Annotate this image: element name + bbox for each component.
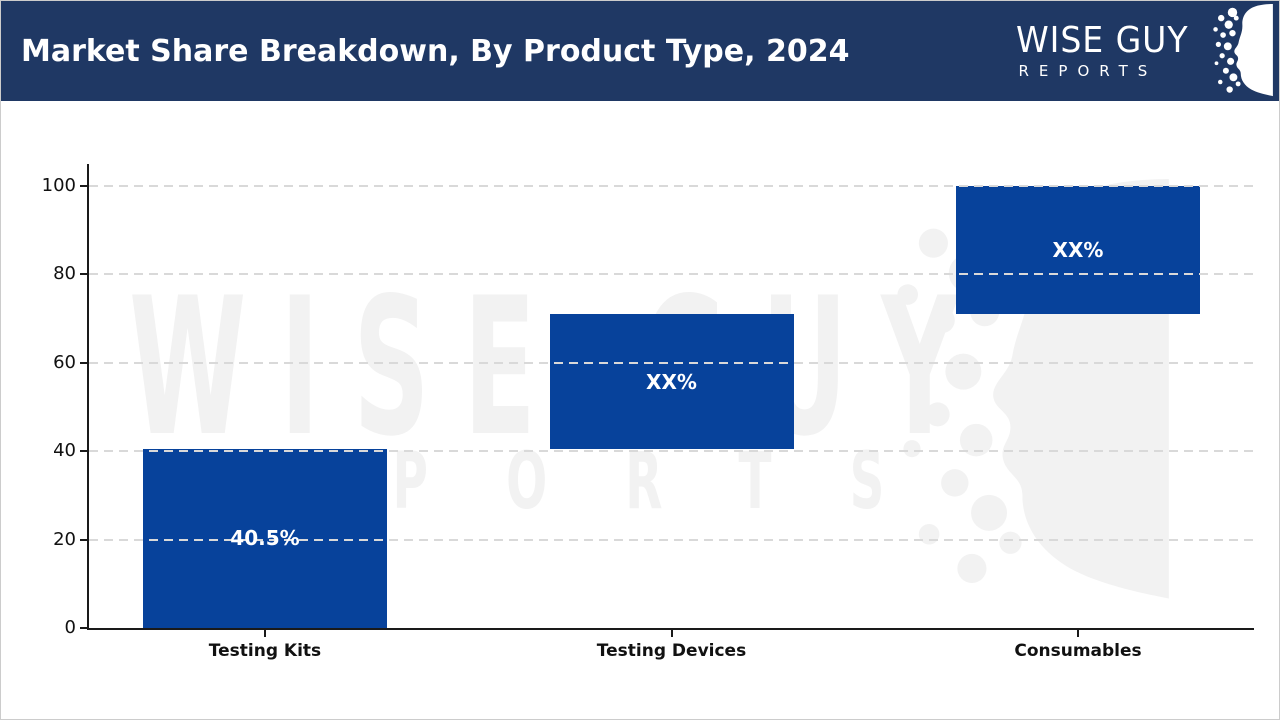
gridline-40 xyxy=(89,450,1254,453)
wise-guy-reports-logo: WISE GUY REPORTS xyxy=(1016,4,1274,98)
y-tick-label: 0 xyxy=(64,617,76,638)
category-label-2: Testing Devices xyxy=(596,641,747,661)
bar-value-label: XX% xyxy=(646,369,697,394)
page-title: Market Share Breakdown, By Product Type,… xyxy=(21,33,850,69)
watermark-wordmark: WISE GUY xyxy=(129,257,992,478)
bar-testing-devices xyxy=(549,314,794,449)
y-tick-mark xyxy=(80,185,87,187)
gridline-20 xyxy=(89,538,1254,541)
gridline-80 xyxy=(89,273,1254,276)
header: Market Share Breakdown, By Product Type,… xyxy=(1,1,1279,101)
y-tick-label: 60 xyxy=(53,351,76,373)
logo-text: WISE GUY REPORTS xyxy=(1016,23,1204,79)
y-tick-label: 40 xyxy=(53,440,76,462)
y-tick-mark xyxy=(80,273,87,276)
category-label-3: Consumables xyxy=(1014,641,1142,661)
y-tick-label: 20 xyxy=(53,528,76,550)
y-axis-line xyxy=(87,164,89,630)
x-axis-line xyxy=(87,628,1254,630)
y-tick-mark xyxy=(80,450,87,453)
bar-value-label: 40.5% xyxy=(230,526,300,551)
y-tick-mark xyxy=(80,538,87,541)
x-tick-mark xyxy=(1077,630,1079,637)
x-tick-mark xyxy=(670,630,673,637)
y-tick-mark xyxy=(80,627,87,629)
logo-face-icon xyxy=(1213,4,1273,97)
y-tick-mark xyxy=(80,361,87,364)
x-tick-mark xyxy=(264,630,266,637)
y-tick-label: 80 xyxy=(53,263,76,285)
bar-consumables xyxy=(956,186,1200,315)
logo-subtext: REPORTS xyxy=(1018,62,1158,80)
category-label-1: Testing Kits xyxy=(208,641,322,661)
logo-wordmark: WISE GUY xyxy=(1015,20,1188,61)
gridline-100 xyxy=(89,185,1254,187)
bar-value-label: XX% xyxy=(1052,238,1104,263)
y-tick-label: 100 xyxy=(41,175,76,196)
bar-testing-kits xyxy=(143,448,387,628)
waterfall-chart: WISE GUY REPORTS 40.5% XX% XX% 0 20 40 60 80 100… xyxy=(1,101,1279,719)
gridline-60 xyxy=(89,361,1254,364)
